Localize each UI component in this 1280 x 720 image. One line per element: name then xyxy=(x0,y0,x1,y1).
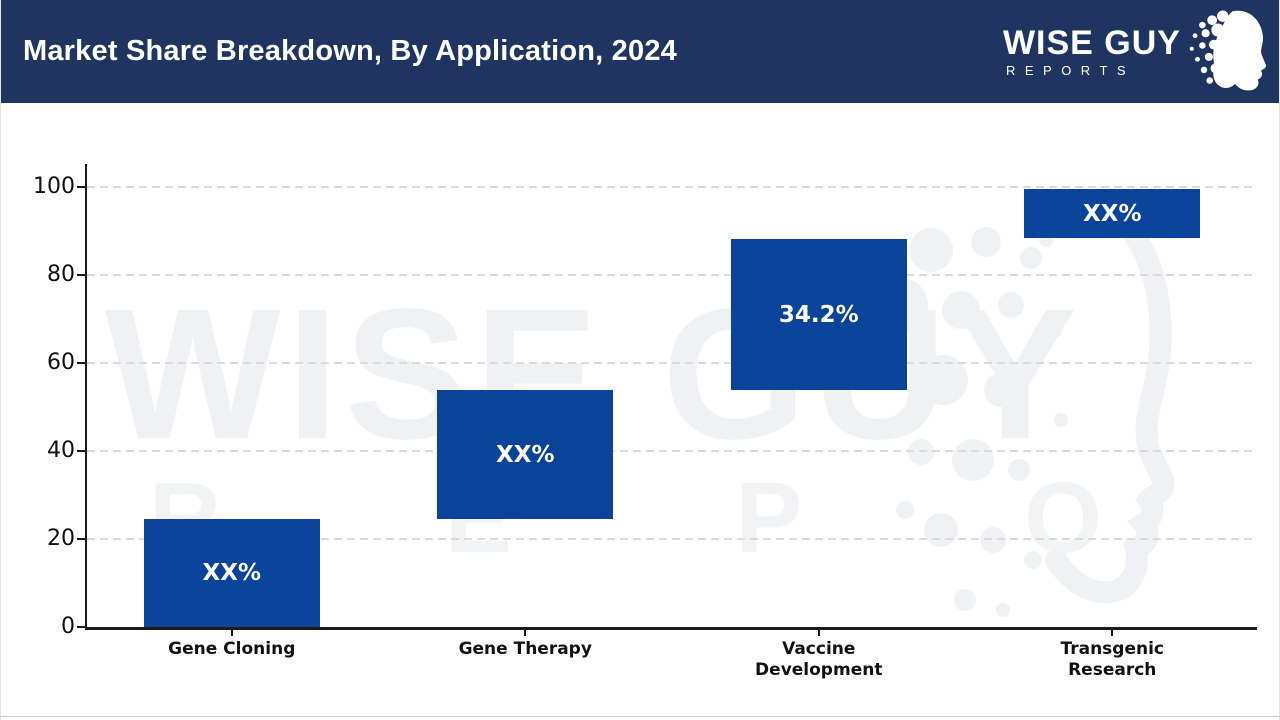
category-label-line: Gene Therapy xyxy=(458,639,592,659)
logo-text: WISE GUY REPORTS xyxy=(1003,26,1181,77)
category-label-transgenic-research: Transgenic Research xyxy=(992,639,1232,680)
category-label-line: Vaccine xyxy=(782,639,856,659)
bar-value-label: 34.2% xyxy=(778,301,859,328)
bar-value-label: XX% xyxy=(202,560,261,587)
x-tick-mark xyxy=(230,630,233,636)
category-label-line: Research xyxy=(1068,659,1157,680)
y-tick-mark xyxy=(77,450,85,452)
gridline xyxy=(87,538,1257,540)
gridline xyxy=(87,450,1257,452)
category-label-gene-cloning: Gene Cloning xyxy=(112,639,352,660)
logo-subtitle: REPORTS xyxy=(1005,63,1136,78)
bar-value-label: XX% xyxy=(495,441,555,468)
page-title: Market Share Breakdown, By Application, … xyxy=(23,35,677,67)
category-label-line: Transgenic xyxy=(1060,639,1164,659)
bar-value-label: XX% xyxy=(1082,200,1142,227)
y-tick-mark xyxy=(77,186,85,188)
header-bar: Market Share Breakdown, By Application, … xyxy=(1,0,1279,103)
watermark-head-icon xyxy=(874,189,1175,617)
y-tick-label: 100 xyxy=(33,174,75,199)
x-tick-mark xyxy=(1111,630,1114,636)
bottom-divider xyxy=(1,716,1279,717)
category-label-vaccine-development: Vaccine Development xyxy=(699,639,939,680)
category-label-line: Development xyxy=(755,659,883,680)
bar-gene-cloning: XX% xyxy=(143,519,320,627)
x-tick-mark xyxy=(817,630,820,636)
gridline xyxy=(87,362,1257,364)
x-tick-mark xyxy=(524,630,527,636)
gridline xyxy=(87,186,1257,188)
y-tick-mark xyxy=(77,626,85,628)
y-tick-label: 0 xyxy=(61,614,75,639)
gridline xyxy=(87,274,1257,276)
y-tick-mark xyxy=(77,538,85,540)
bar-vaccine-development: 34.2% xyxy=(730,239,907,390)
bar-gene-therapy: XX% xyxy=(437,389,614,520)
y-tick-label: 20 xyxy=(47,526,75,551)
y-axis-line xyxy=(85,164,87,629)
category-label-gene-therapy: Gene Therapy xyxy=(405,639,645,660)
y-tick-label: 80 xyxy=(47,262,75,287)
y-tick-mark xyxy=(77,362,85,364)
category-label-line: Gene Cloning xyxy=(168,639,296,659)
y-tick-mark xyxy=(77,274,85,276)
wise-guy-logo: WISE GUY REPORTS xyxy=(1003,0,1267,103)
bar-transgenic-research: XX% xyxy=(1024,189,1201,239)
logo-head-icon xyxy=(1189,9,1267,90)
x-axis-line xyxy=(85,627,1257,630)
logo-wordmark: WISE GUY xyxy=(1002,24,1181,62)
y-tick-label: 40 xyxy=(47,438,75,463)
y-tick-label: 60 xyxy=(47,350,75,375)
